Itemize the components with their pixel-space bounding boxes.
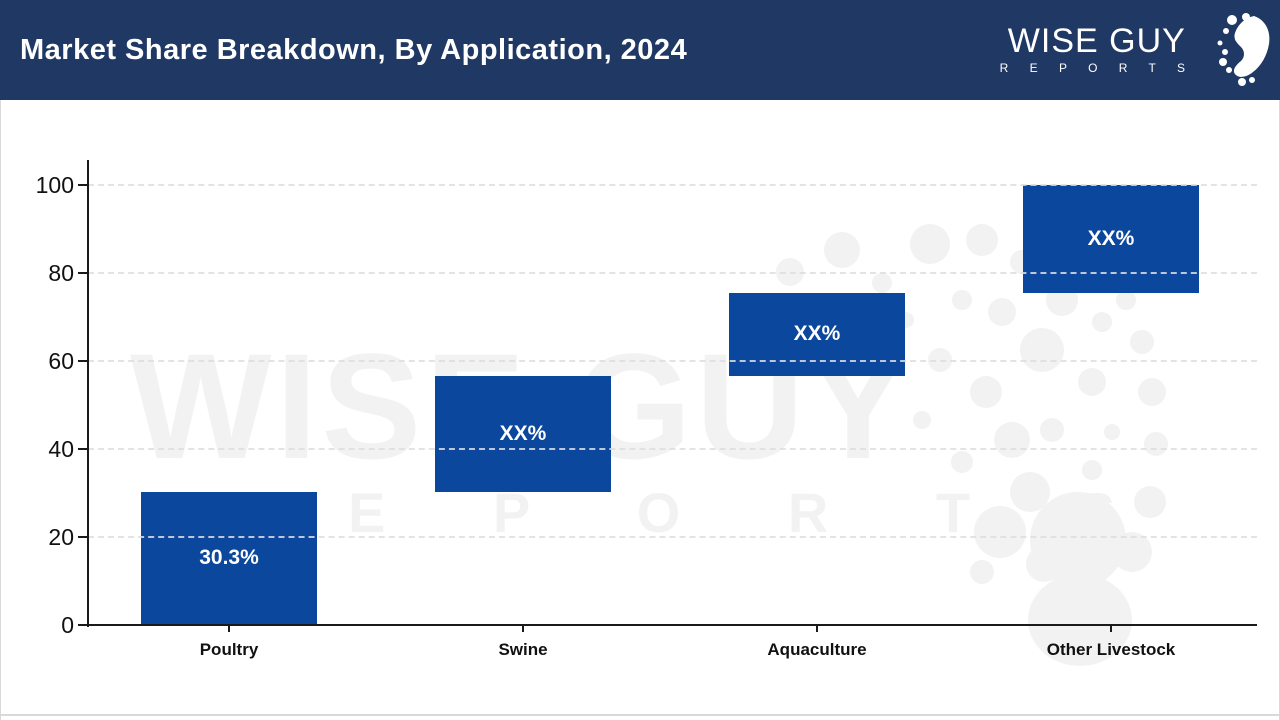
x-tick (1110, 626, 1112, 632)
brand-logo-line1: WISE GUY (1007, 22, 1186, 60)
gridline-20 (88, 536, 1257, 538)
gridline-60 (88, 360, 1257, 362)
gridline-40 (88, 448, 1257, 450)
y-tick-label: 80 (48, 260, 74, 286)
x-category-label: Other Livestock (1046, 640, 1176, 659)
x-tick (228, 626, 230, 632)
watermark-line2: R E P O R T S (200, 481, 1161, 544)
bar-swine (435, 375, 611, 492)
x-category-label: Aquaculture (767, 640, 867, 659)
x-tick (816, 626, 818, 632)
x-category-label: Poultry (199, 640, 259, 659)
y-tick (78, 536, 87, 538)
x-tick (522, 626, 524, 632)
y-tick (78, 624, 87, 626)
left-frame-line (0, 0, 1, 720)
y-tick-label: 40 (48, 436, 74, 462)
header-band: Market Share Breakdown, By Application, … (0, 0, 1280, 100)
y-axis-line (87, 160, 89, 627)
bottom-frame-line (0, 714, 1280, 716)
bar-value-label: 30.3% (199, 546, 259, 570)
x-category-label: Swine (498, 640, 548, 659)
bar-other-livestock (1023, 185, 1199, 293)
x-axis-line (85, 624, 1257, 626)
bar-value-label: XX% (499, 421, 547, 445)
y-tick-label: 0 (61, 612, 74, 638)
brand-logo-line2: R E P O R T S (999, 61, 1194, 75)
bar-poultry (141, 491, 317, 625)
y-tick (78, 448, 87, 450)
bar-value-label: XX% (793, 322, 841, 346)
bar-value-label: XX% (1087, 226, 1135, 250)
chart-title: Market Share Breakdown, By Application, … (20, 34, 688, 66)
brand-face-dots-icon (1217, 13, 1270, 86)
y-tick-label: 60 (48, 348, 74, 374)
y-tick (78, 272, 87, 274)
y-tick (78, 360, 87, 362)
gridline-100 (88, 184, 1257, 186)
y-tick-label: 20 (48, 524, 74, 550)
brand-logo: WISE GUY R E P O R T S (1000, 24, 1194, 75)
y-tick (78, 184, 87, 186)
y-tick-label: 100 (35, 172, 74, 198)
gridline-80 (88, 272, 1257, 274)
bar-aquaculture (729, 292, 905, 376)
